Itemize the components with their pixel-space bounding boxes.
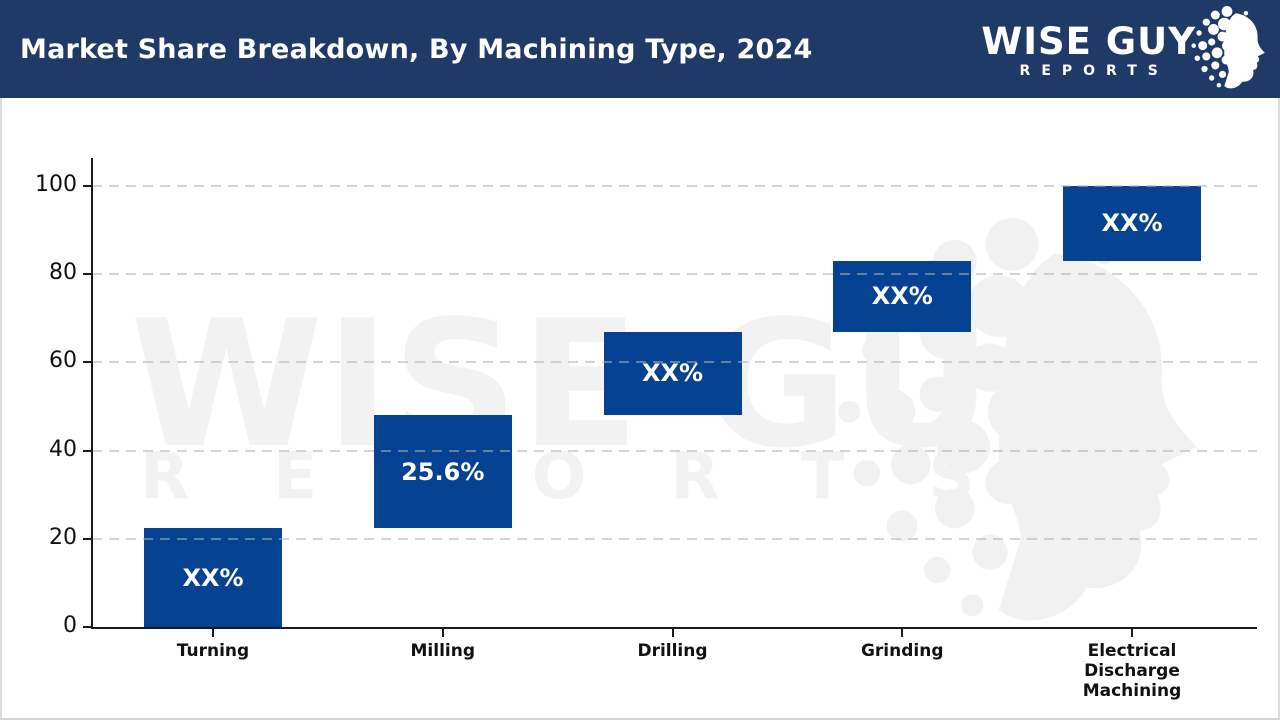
logo-subtitle: REPORTS	[1019, 62, 1169, 79]
x-tick	[671, 629, 674, 637]
y-tick-label: 80	[49, 260, 77, 286]
x-tick	[901, 629, 904, 637]
category-label: Milling	[410, 641, 476, 661]
bar-value-label: 25.6%	[401, 457, 485, 486]
watermark-head-icon	[838, 218, 1197, 621]
x-tick	[441, 629, 444, 637]
y-tick-label: 0	[63, 613, 77, 638]
y-tick-60	[83, 361, 92, 364]
y-tick-label: 100	[35, 172, 77, 197]
gridline-40	[92, 449, 1257, 452]
plot-area: 0 20 40 60 80 100 XX% Turning 25.6% Milling XX% Dri…	[2, 98, 1278, 718]
bar-milling: 25.6%	[373, 415, 512, 529]
watermark-subtitle: REPORTS	[140, 440, 1059, 514]
logo-wordmark: WISE GUY	[981, 20, 1196, 64]
gridline-100	[92, 185, 1257, 187]
x-tick	[212, 629, 214, 637]
y-axis-line	[91, 158, 93, 629]
dotted-head-icon	[1191, 6, 1265, 89]
wise-guy-logo: WISE GUY REPORTS	[981, 6, 1268, 96]
y-tick-20	[83, 537, 92, 540]
category-label: Electrical Discharge Machining	[1082, 641, 1182, 702]
gridline-20	[92, 537, 1257, 540]
category-label: Turning	[176, 641, 250, 661]
y-tick-100	[83, 185, 92, 187]
gridline-60	[92, 361, 1257, 364]
y-tick-label: 20	[49, 524, 77, 550]
bar-value-label: XX%	[871, 282, 933, 311]
bar-value-label: XX%	[182, 563, 244, 592]
page-title: Market Share Breakdown, By Machining Typ…	[20, 33, 813, 65]
y-tick-0	[83, 626, 92, 628]
category-label: Grinding	[860, 641, 944, 661]
category-label: Drilling	[637, 641, 708, 661]
bar-value-label: XX%	[1101, 209, 1163, 238]
x-tick	[1131, 629, 1133, 637]
bar-turning: XX%	[144, 528, 282, 627]
bar-drilling: XX%	[603, 331, 742, 416]
bar-grinding: XX%	[833, 260, 972, 332]
gridline-80	[92, 273, 1257, 276]
chart-canvas: WISE GUY REPORTS 0 20 40 60 80 100 XX% Turning 2…	[0, 98, 1280, 720]
x-axis-line	[91, 627, 1257, 629]
y-tick-label: 60	[49, 348, 77, 374]
header-bar: Market Share Breakdown, By Machining Typ…	[0, 0, 1280, 98]
y-tick-80	[83, 273, 92, 276]
bar-value-label: XX%	[641, 359, 704, 388]
y-tick-label: 40	[49, 436, 77, 462]
bar-electrical-discharge-machining: XX%	[1063, 186, 1201, 261]
y-tick-40	[83, 449, 92, 452]
